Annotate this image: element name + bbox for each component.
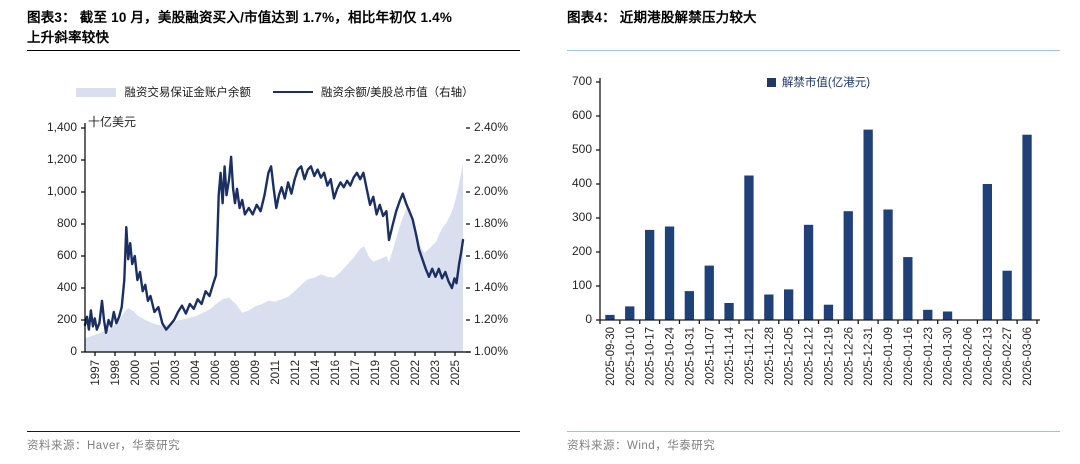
line-series-swatch	[272, 91, 313, 93]
svg-text:1997: 1997	[90, 360, 102, 386]
svg-text:200: 200	[572, 244, 592, 258]
margin-chart-legend: 融资交易保证金账户余额 融资余额/美股总市值（右轴）	[70, 84, 480, 100]
svg-text:2026-02-13: 2026-02-13	[982, 327, 994, 386]
svg-text:2025-10-31: 2025-10-31	[684, 327, 696, 386]
svg-text:2008: 2008	[230, 360, 242, 386]
svg-text:1.80%: 1.80%	[474, 216, 508, 230]
svg-text:2025-09-30: 2025-09-30	[605, 327, 617, 386]
figure3-title: 图表3： 截至 10 月，美股融资买入/市值达到 1.7%，相比年初仅 1.4%…	[27, 8, 525, 48]
svg-text:1,200: 1,200	[47, 152, 77, 166]
svg-text:2026-01-23: 2026-01-23	[923, 327, 935, 386]
svg-text:2025-12-26: 2025-12-26	[843, 327, 855, 386]
bar-series-label: 解禁市值(亿港元)	[781, 77, 871, 89]
svg-text:1.20%: 1.20%	[474, 312, 508, 326]
svg-text:2017: 2017	[350, 360, 362, 386]
area-series-swatch	[76, 87, 117, 97]
figure4-title: 图表4： 近期港股解禁压力较大	[567, 10, 757, 25]
svg-text:0: 0	[70, 344, 77, 358]
svg-text:2025-10-17: 2025-10-17	[645, 327, 657, 386]
figure3-source-rule	[27, 431, 520, 432]
svg-text:400: 400	[572, 176, 592, 190]
svg-text:2019: 2019	[370, 360, 382, 386]
svg-text:2025-12-19: 2025-12-19	[823, 327, 835, 386]
svg-text:2025-12-12: 2025-12-12	[804, 327, 816, 386]
svg-text:1,000: 1,000	[47, 184, 77, 198]
figure4-header-rule	[567, 50, 1060, 51]
svg-text:2026-02-27: 2026-02-27	[1002, 327, 1014, 386]
svg-text:800: 800	[57, 216, 77, 230]
svg-text:2026-01-30: 2026-01-30	[943, 327, 955, 386]
svg-text:2000: 2000	[130, 360, 142, 386]
svg-text:2026-02-06: 2026-02-06	[962, 327, 974, 386]
hk-unlock-bar-chart: 0 100 200 300 400 500 600 700 2025-09-30 2025-10-…	[572, 74, 1040, 386]
svg-text:2026-01-16: 2026-01-16	[903, 327, 915, 386]
svg-text:500: 500	[572, 142, 592, 156]
svg-text:2004: 2004	[190, 359, 202, 385]
svg-text:2020: 2020	[390, 360, 402, 386]
figure3-header-rule	[27, 50, 520, 51]
svg-text:2026-01-09: 2026-01-09	[883, 327, 895, 386]
legend-entry-area: 融资交易保证金账户余额	[76, 84, 251, 100]
svg-text:2.20%: 2.20%	[474, 152, 508, 166]
margin-balance-chart: 0 200 400 600 800 1,000 1,200 1,400 1.00% 1.20% 1.…	[47, 120, 508, 386]
line-series-label: 融资余额/美股总市值（右轴）	[320, 87, 474, 99]
legend-entry-line: 融资余额/美股总市值（右轴）	[272, 84, 474, 100]
svg-text:1.40%: 1.40%	[474, 280, 508, 294]
svg-text:300: 300	[572, 210, 592, 224]
svg-text:2025-11-21: 2025-11-21	[744, 327, 756, 385]
svg-text:2025-11-07: 2025-11-07	[704, 327, 716, 385]
figure3-panel: 图表3： 截至 10 月，美股融资买入/市值达到 1.7%，相比年初仅 1.4%…	[27, 8, 525, 452]
svg-text:2023: 2023	[430, 360, 442, 386]
svg-text:700: 700	[572, 74, 592, 88]
svg-text:2025-11-14: 2025-11-14	[724, 326, 736, 385]
svg-text:2016: 2016	[330, 360, 342, 386]
left-axis-unit-label: 十亿美元	[88, 115, 137, 129]
svg-text:2011: 2011	[270, 360, 282, 385]
svg-text:1,400: 1,400	[47, 120, 77, 134]
unlock-chart-legend: 解禁市值(亿港元)	[600, 74, 1037, 90]
svg-text:1.00%: 1.00%	[474, 344, 508, 358]
svg-text:100: 100	[572, 278, 592, 292]
svg-text:2025-12-31: 2025-12-31	[863, 327, 875, 386]
bar-series-swatch	[766, 77, 776, 87]
svg-text:2012: 2012	[290, 360, 302, 386]
svg-text:600: 600	[57, 248, 77, 262]
svg-text:600: 600	[572, 108, 592, 122]
svg-text:200: 200	[57, 312, 77, 326]
svg-text:2025-11-28: 2025-11-28	[764, 327, 776, 385]
svg-text:2025-10-24: 2025-10-24	[665, 326, 677, 385]
svg-text:2026-03-06: 2026-03-06	[1022, 327, 1034, 386]
svg-text:1.60%: 1.60%	[474, 248, 508, 262]
svg-text:1998: 1998	[110, 360, 122, 386]
svg-text:2009: 2009	[250, 360, 262, 386]
figure4-source: 资料来源：Wind，华泰研究	[567, 440, 716, 452]
figure4-source-rule	[567, 431, 1060, 432]
svg-text:0: 0	[585, 312, 592, 326]
svg-text:2025-10-10: 2025-10-10	[625, 327, 637, 386]
svg-text:2.40%: 2.40%	[474, 120, 508, 134]
figure3-title-line2: 上升斜率较快	[27, 30, 110, 45]
svg-text:2014: 2014	[310, 359, 322, 385]
svg-text:2025-12-05: 2025-12-05	[784, 327, 796, 386]
figure3-title-line1: 图表3： 截至 10 月，美股融资买入/市值达到 1.7%，相比年初仅 1.4%	[27, 10, 453, 25]
svg-text:2006: 2006	[210, 360, 222, 386]
svg-text:2022: 2022	[410, 360, 422, 386]
figure3-source: 资料来源：Haver，华泰研究	[27, 440, 181, 452]
figure4-panel: 图表4： 近期港股解禁压力较大 解禁市值(亿港元) 0 100 200 300 400 5…	[540, 0, 1080, 464]
area-series-label: 融资交易保证金账户余额	[124, 87, 251, 99]
svg-text:2.00%: 2.00%	[474, 184, 508, 198]
svg-text:2001: 2001	[150, 360, 162, 386]
svg-text:400: 400	[57, 280, 77, 294]
svg-text:2003: 2003	[170, 360, 182, 386]
svg-text:2025: 2025	[450, 360, 462, 386]
